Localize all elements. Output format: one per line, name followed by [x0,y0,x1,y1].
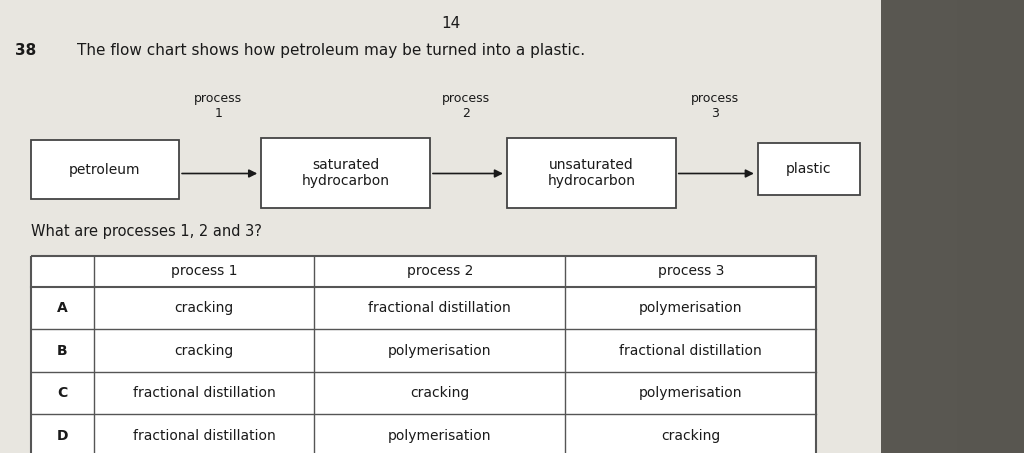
Text: cracking: cracking [175,344,233,357]
Text: polymerisation: polymerisation [388,429,492,443]
Text: cracking: cracking [175,301,233,315]
Text: cracking: cracking [662,429,720,443]
Text: saturated
hydrocarbon: saturated hydrocarbon [302,158,389,188]
Text: fractional distillation: fractional distillation [133,429,275,443]
Polygon shape [881,0,1024,453]
FancyBboxPatch shape [31,256,816,453]
Text: process 1: process 1 [171,265,238,278]
Text: process
2: process 2 [442,92,489,120]
Text: fractional distillation: fractional distillation [620,344,762,357]
Text: process 2: process 2 [407,265,473,278]
Text: unsaturated
hydrocarbon: unsaturated hydrocarbon [548,158,635,188]
Text: cracking: cracking [411,386,469,400]
Text: petroleum: petroleum [70,163,140,177]
Text: process
3: process 3 [691,92,738,120]
Text: fractional distillation: fractional distillation [369,301,511,315]
Text: process 3: process 3 [657,265,724,278]
Text: polymerisation: polymerisation [639,386,742,400]
FancyBboxPatch shape [1015,0,1023,453]
Text: A: A [57,301,68,315]
FancyBboxPatch shape [507,138,676,208]
Text: C: C [57,386,68,400]
FancyBboxPatch shape [261,138,430,208]
FancyBboxPatch shape [758,143,860,195]
FancyBboxPatch shape [31,140,179,199]
Text: polymerisation: polymerisation [639,301,742,315]
Text: B: B [57,344,68,357]
Text: 14: 14 [441,16,460,31]
Text: D: D [56,429,69,443]
FancyBboxPatch shape [1023,0,1024,453]
Text: polymerisation: polymerisation [388,344,492,357]
FancyBboxPatch shape [0,0,901,453]
Text: process
1: process 1 [195,92,242,120]
Text: fractional distillation: fractional distillation [133,386,275,400]
Text: 38: 38 [15,43,37,58]
Text: What are processes 1, 2 and 3?: What are processes 1, 2 and 3? [31,224,261,239]
Text: plastic: plastic [786,162,831,176]
Text: The flow chart shows how petroleum may be turned into a plastic.: The flow chart shows how petroleum may b… [77,43,585,58]
